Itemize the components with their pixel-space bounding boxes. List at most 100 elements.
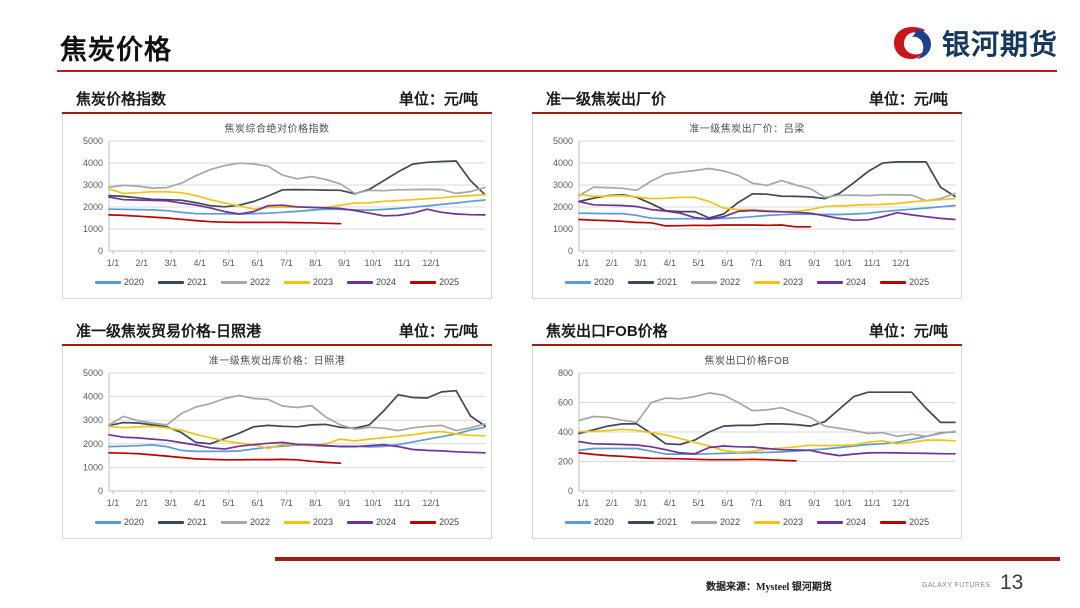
series-line-2023 [578, 193, 956, 213]
legend-item-2021[interactable]: 2021 [157, 517, 207, 527]
logo-text: 银河期货 [941, 29, 1058, 60]
legend-item-2025[interactable]: 2025 [880, 277, 929, 287]
legend-item-2025[interactable]: 2025 [410, 517, 459, 527]
legend-item-2021[interactable]: 2021 [627, 277, 677, 287]
legend-item-2022[interactable]: 2022 [220, 517, 270, 527]
legend-swatch-icon [564, 280, 591, 284]
y-tick-label: 1000 [553, 224, 573, 234]
series-line-2021 [578, 391, 956, 446]
legend-swatch-icon [690, 280, 717, 284]
plot-area: 0 1000 2000 3000 4000 5000 1/1 2/1 3/1 4/1 5/1 6/1 7… [63, 135, 491, 275]
legend-item-2020[interactable]: 2020 [564, 517, 614, 527]
data-source-text: 数据来源：Mysteel 银河期货 [706, 582, 832, 593]
panel-body: 准一级焦炭出库价格：日照港 0 1000 2000 3000 4000 5000 1/1 2/… [62, 346, 492, 539]
y-tick-label: 5000 [553, 136, 573, 146]
x-tick-label: 7/1 [750, 498, 763, 508]
x-tick-label: 1/1 [107, 498, 120, 508]
chart-title: 准一级焦炭出库价格：日照港 [208, 356, 346, 367]
footer-brand-text: GALAXY FUTURES [922, 582, 991, 589]
legend-label: 2025 [439, 277, 460, 287]
x-tick-label: 4/1 [194, 258, 207, 268]
panel-title: 焦炭价格指数 [76, 91, 167, 108]
x-tick-label: 4/1 [194, 498, 207, 508]
y-tick-label: 400 [558, 427, 573, 437]
legend-item-2020[interactable]: 2020 [94, 517, 144, 527]
line-chart: 0 1000 2000 3000 4000 5000 1/1 2/1 3/1 4/1 5/1 6/1 7… [553, 136, 956, 268]
x-tick-label: 9/1 [808, 498, 821, 508]
legend-swatch-icon [880, 520, 907, 524]
x-tick-label: 6/1 [721, 258, 734, 268]
y-tick-label: 2000 [83, 202, 103, 212]
chart-legend: 2020 2021 2022 2023 2024 2025 [533, 515, 961, 527]
legend-item-2024[interactable]: 2024 [347, 517, 396, 527]
legend-item-2021[interactable]: 2021 [157, 277, 207, 287]
y-tick-label: 5000 [83, 136, 103, 146]
legend-item-2021[interactable]: 2021 [627, 517, 677, 527]
x-tick-label: 12/1 [892, 258, 910, 268]
chart-title: 焦炭出口价格FOB [704, 356, 790, 367]
plot-area: 0 1000 2000 3000 4000 5000 1/1 2/1 3/1 4/1 5/1 6/1 7… [533, 135, 961, 275]
legend-swatch-icon [627, 520, 654, 524]
y-tick-label: 0 [98, 486, 103, 496]
legend-item-2023[interactable]: 2023 [754, 277, 803, 287]
series-line-2024 [108, 433, 486, 454]
series-line-2025 [578, 452, 797, 462]
legend-item-2023[interactable]: 2023 [754, 517, 803, 527]
legend-swatch-icon [284, 280, 310, 284]
footer-divider [275, 557, 1060, 561]
x-tick-label: 8/1 [779, 258, 792, 268]
legend-item-2025[interactable]: 2025 [880, 517, 929, 527]
panel-title: 准一级焦炭出厂价 [546, 91, 667, 108]
legend-label: 2022 [719, 277, 740, 287]
legend-swatch-icon [220, 520, 247, 524]
legend-item-2024[interactable]: 2024 [347, 277, 396, 287]
x-tick-label: 6/1 [251, 498, 264, 508]
x-tick-label: 11/1 [864, 498, 881, 508]
x-tick-label: 3/1 [635, 498, 648, 508]
legend-item-2023[interactable]: 2023 [284, 517, 333, 527]
legend-item-2022[interactable]: 2022 [690, 277, 740, 287]
legend-item-2025[interactable]: 2025 [410, 277, 459, 287]
series-line-2024 [578, 440, 956, 457]
x-tick-label: 7/1 [280, 498, 293, 508]
series-line-2021 [108, 389, 486, 445]
y-tick-label: 200 [558, 457, 573, 467]
legend-item-2022[interactable]: 2022 [690, 517, 740, 527]
panel-body: 焦炭出口价格FOB 0 200 400 600 800 1/1 2/1 3/1 4/1 5/1 6/… [532, 346, 962, 539]
x-tick-label: 2/1 [136, 258, 149, 268]
y-tick-label: 3000 [83, 415, 103, 425]
panel-unit: 单位：元/吨 [868, 91, 948, 108]
x-tick-label: 3/1 [165, 258, 178, 268]
panel-header: 焦炭价格指数 单位：元/吨 [62, 88, 492, 114]
legend-item-2022[interactable]: 2022 [220, 277, 270, 287]
legend-swatch-icon [157, 520, 184, 524]
legend-swatch-icon [94, 520, 121, 524]
legend-item-2024[interactable]: 2024 [817, 517, 866, 527]
series-line-2022 [108, 162, 486, 195]
panel-title: 焦炭出口FOB价格 [546, 323, 668, 340]
legend-label: 2024 [376, 517, 397, 527]
x-tick-label: 4/1 [664, 498, 677, 508]
legend-item-2023[interactable]: 2023 [284, 277, 333, 287]
legend-label: 2021 [656, 277, 677, 287]
legend-item-2020[interactable]: 2020 [94, 277, 144, 287]
x-tick-label: 4/1 [664, 258, 677, 268]
y-tick-label: 600 [558, 398, 573, 408]
legend-swatch-icon [94, 280, 121, 284]
panel-coke-export-fob-price: 焦炭出口FOB价格 单位：元/吨 焦炭出口价格FOB 0 200 400 600 800… [532, 320, 962, 540]
y-tick-label: 5000 [83, 368, 103, 378]
x-tick-label: 10/1 [365, 498, 383, 508]
legend-item-2024[interactable]: 2024 [817, 277, 866, 287]
x-tick-label: 1/1 [577, 498, 590, 508]
legend-swatch-icon [817, 280, 844, 284]
legend-item-2020[interactable]: 2020 [564, 277, 614, 287]
legend-swatch-icon [754, 520, 780, 524]
x-tick-label: 11/1 [394, 498, 411, 508]
legend-swatch-icon [690, 520, 717, 524]
legend-label: 2021 [186, 517, 207, 527]
x-tick-label: 8/1 [309, 498, 322, 508]
line-chart: 0 200 400 600 800 1/1 2/1 3/1 4/1 5/1 6/1 7/1 8/1 9/1… [558, 368, 956, 508]
y-tick-label: 2000 [553, 202, 573, 212]
legend-swatch-icon [284, 520, 310, 524]
x-tick-label: 6/1 [721, 498, 734, 508]
